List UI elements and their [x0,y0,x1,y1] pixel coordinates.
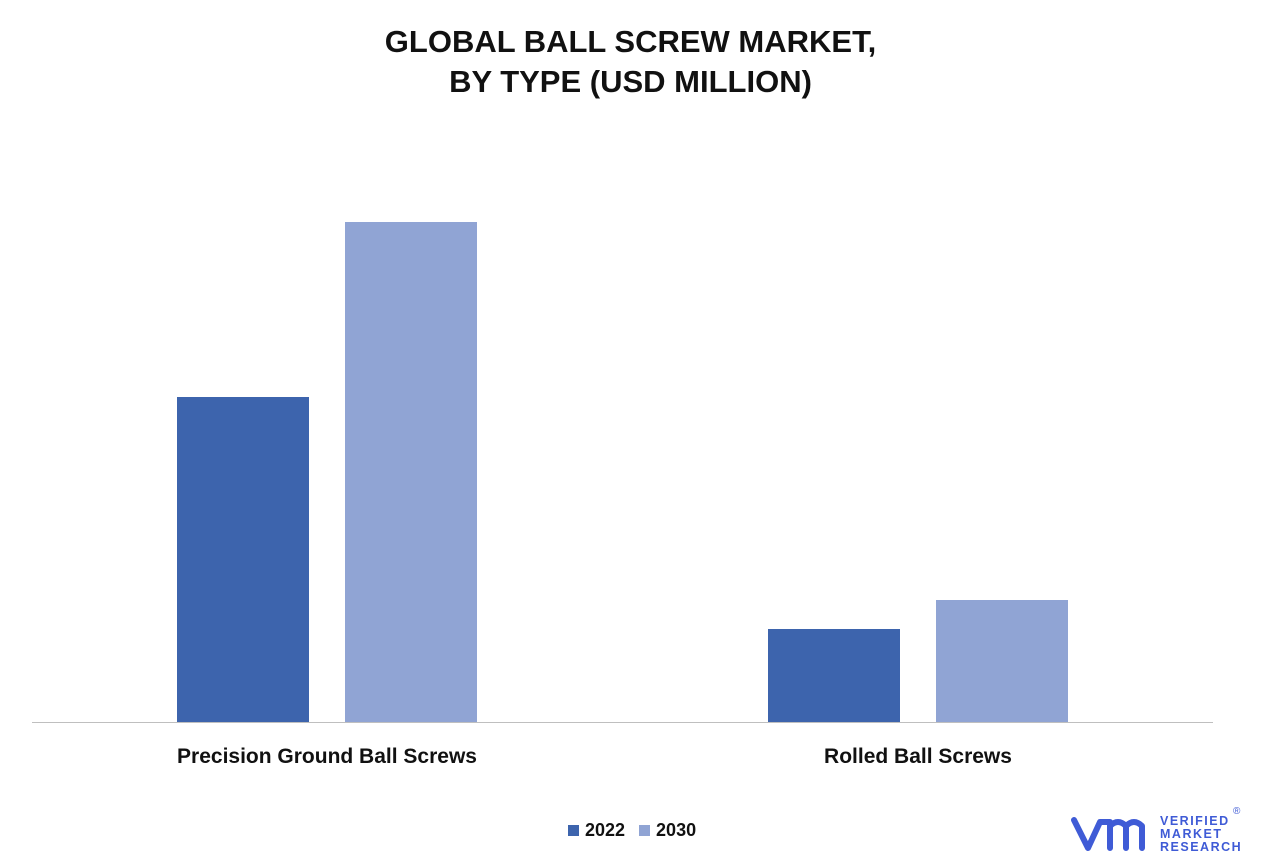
logo-line-verified: VERIFIED [1160,814,1230,828]
chart-legend: 2022 2030 [568,820,710,841]
legend-item-2022: 2022 [568,820,625,841]
logo-line-research: RESEARCH [1160,840,1243,854]
bar-2030-rolled-ball-screws [936,600,1068,722]
chart-title: GLOBAL BALL SCREW MARKET, BY TYPE (USD M… [0,22,1261,102]
bar-2022-precision-ground-ball-screws [177,397,309,722]
vmr-logo-icon [1071,817,1145,851]
bar-2022-rolled-ball-screws [768,629,900,722]
chart-title-line-1: GLOBAL BALL SCREW MARKET, [384,24,877,59]
logo-line-market: MARKET [1160,827,1223,841]
bar-2030-precision-ground-ball-screws [345,222,477,722]
category-label-rolled-ball-screws: Rolled Ball Screws [824,745,1012,768]
legend-item-2030: 2030 [639,820,696,841]
vmr-logo-text: VERIFIED MARKET RESEARCH [1160,815,1242,854]
legend-swatch-2022 [568,825,579,836]
registered-mark: ® [1233,806,1241,817]
category-label-precision-ground-ball-screws: Precision Ground Ball Screws [177,745,477,768]
legend-label-2030: 2030 [656,820,697,840]
legend-swatch-2030 [639,825,651,836]
legend-label-2022: 2022 [585,820,626,840]
vmr-logo: ® VERIFIED MARKET RESEARCH [1070,806,1250,858]
chart-title-line-2: BY TYPE (USD MILLION) [449,64,812,99]
